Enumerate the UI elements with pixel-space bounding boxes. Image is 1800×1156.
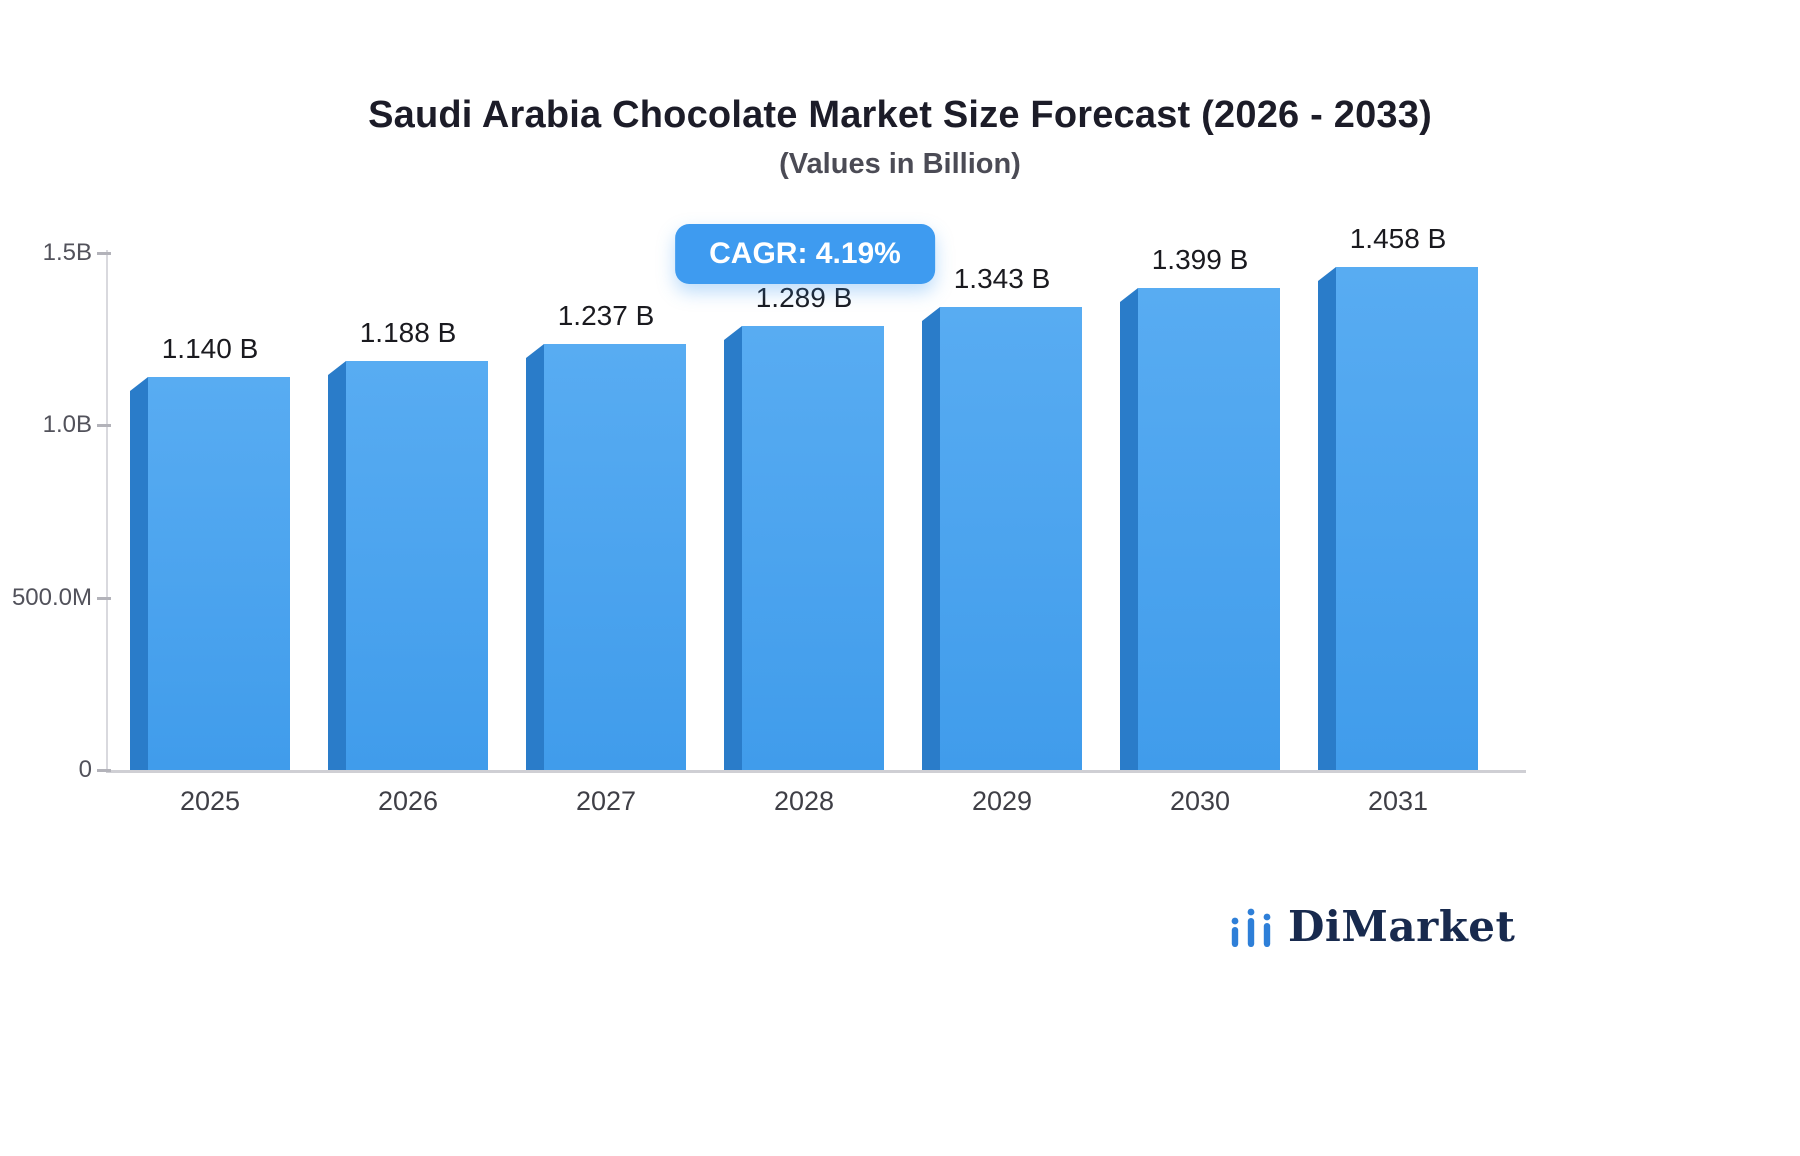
bar bbox=[328, 361, 488, 770]
y-axis-tick-label: 500.0M bbox=[11, 583, 92, 611]
y-axis-tick-label: 0 bbox=[78, 756, 92, 783]
bar-front-face bbox=[1138, 288, 1280, 770]
bar bbox=[526, 344, 686, 770]
x-axis-tick-label: 2027 bbox=[575, 786, 637, 816]
bar-value-label: 1.237 B bbox=[557, 300, 655, 331]
x-axis-line bbox=[106, 770, 1526, 773]
bar-value-label: 1.140 B bbox=[161, 333, 259, 364]
bar-chart-icon bbox=[1228, 904, 1274, 950]
x-axis-tick-label: 2028 bbox=[773, 786, 835, 816]
brand-logo: DiMarket bbox=[1228, 902, 1515, 951]
bar bbox=[130, 377, 290, 770]
x-axis-tick-label: 2025 bbox=[179, 786, 241, 816]
y-axis-line bbox=[106, 250, 108, 772]
brand-name: DiMarket bbox=[1288, 902, 1516, 951]
bar-side-face bbox=[922, 307, 940, 770]
x-axis-tick-label: 2030 bbox=[1169, 786, 1231, 816]
bar-front-face bbox=[940, 307, 1082, 770]
bar-value-label: 1.343 B bbox=[953, 263, 1051, 294]
bar-value-label: 1.289 B bbox=[755, 282, 853, 313]
bar bbox=[1318, 267, 1478, 770]
y-axis-tick-mark bbox=[97, 596, 111, 600]
y-axis-tick-mark bbox=[97, 252, 111, 255]
y-axis-tick-label: 1.5B bbox=[42, 239, 92, 266]
bar-side-face bbox=[328, 361, 346, 770]
bar-front-face bbox=[544, 344, 686, 770]
bar-side-face bbox=[724, 326, 742, 770]
bar-front-face bbox=[346, 361, 488, 770]
y-axis-tick-label: 1.0B bbox=[42, 411, 92, 439]
y-axis-tick-mark bbox=[97, 769, 111, 772]
x-axis-tick-label: 2029 bbox=[971, 786, 1033, 816]
bar-side-face bbox=[1318, 267, 1336, 770]
x-axis-tick-label: 2031 bbox=[1367, 786, 1429, 816]
bar bbox=[1120, 288, 1280, 770]
bar-front-face bbox=[148, 377, 290, 770]
chart-subtitle: (Values in Billion) bbox=[779, 148, 1021, 180]
cagr-badge: CAGR: 4.19% bbox=[675, 224, 935, 284]
x-axis-tick-label: 2026 bbox=[377, 786, 439, 816]
y-axis-tick-mark bbox=[97, 424, 111, 428]
bar-side-face bbox=[130, 377, 148, 770]
chart-title: Saudi Arabia Chocolate Market Size Forec… bbox=[368, 94, 1432, 136]
bar-front-face bbox=[1336, 267, 1478, 770]
bar-side-face bbox=[1120, 288, 1138, 770]
bar-value-label: 1.188 B bbox=[359, 317, 457, 348]
bar-value-label: 1.399 B bbox=[1151, 244, 1249, 275]
bar-value-label: 1.458 B bbox=[1349, 223, 1447, 254]
bar bbox=[724, 326, 884, 770]
bar-side-face bbox=[526, 344, 544, 770]
bar bbox=[922, 307, 1082, 770]
bar-front-face bbox=[742, 326, 884, 770]
